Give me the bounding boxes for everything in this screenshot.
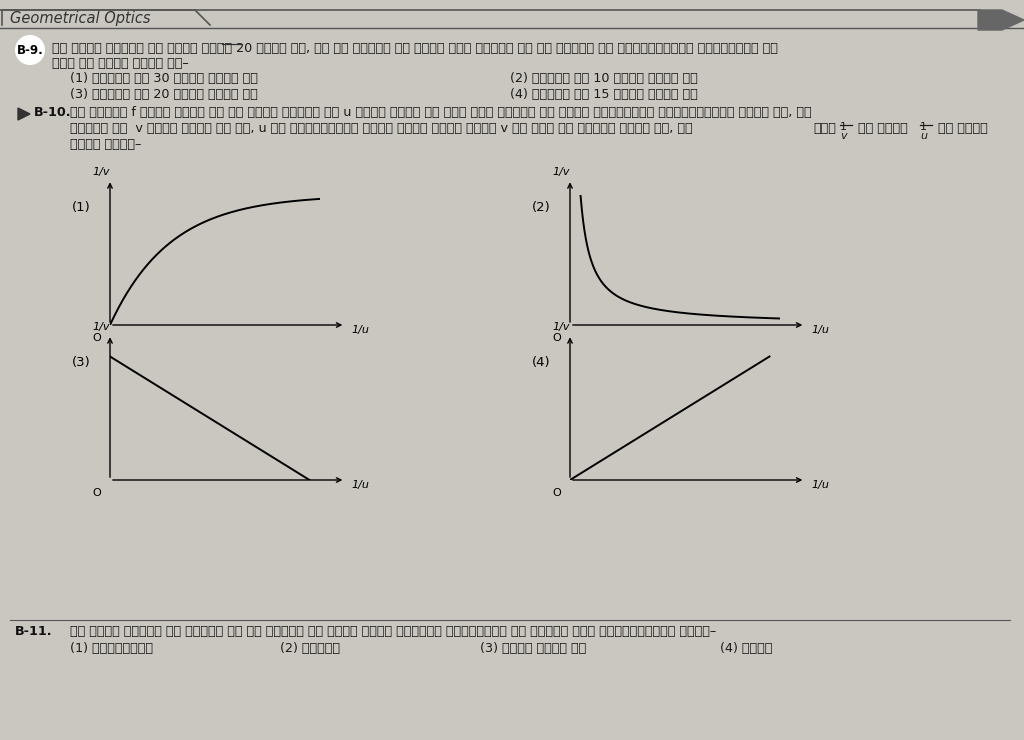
Polygon shape	[2, 10, 210, 25]
Text: 1: 1	[920, 122, 927, 132]
Text: Geometrical Optics: Geometrical Optics	[10, 10, 151, 25]
Text: v: v	[840, 131, 847, 141]
Text: B-9.: B-9.	[16, 44, 43, 56]
Text: (3) समान आकार का: (3) समान आकार का	[480, 642, 587, 655]
Text: (4): (4)	[532, 357, 551, 369]
Text: आलेख होगा–: आलेख होगा–	[70, 138, 141, 151]
Text: (3): (3)	[73, 357, 91, 369]
Text: के मध्य: के मध्य	[938, 122, 988, 135]
Text: (2) उल्टा: (2) उल्टा	[280, 642, 340, 655]
Text: O: O	[93, 488, 101, 498]
Text: 1/v: 1/v	[553, 322, 570, 332]
Text: u: u	[920, 131, 927, 141]
Text: एक अवतल दर्पण की फोकस दूरी 20 सेमी है, तो एक वस्तु को कहां रखा जायें कि इस वस्तु: एक अवतल दर्पण की फोकस दूरी 20 सेमी है, त…	[52, 42, 778, 55]
Text: के मध्य: के मध्य	[858, 122, 907, 135]
Text: 1: 1	[840, 122, 847, 132]
Text: O: O	[93, 333, 101, 343]
Text: 1/v: 1/v	[93, 322, 111, 332]
Text: एक वस्तु f फोकस दूरी के एक अवतल दर्पण से u सेमी दूरी पर रखी है। पर्दे पर इसका वा: एक वस्तु f फोकस दूरी के एक अवतल दर्पण से…	[70, 106, 812, 119]
Text: (1): (1)	[73, 201, 91, 215]
Text: O: O	[553, 488, 561, 498]
Text: 1/v: 1/v	[553, 166, 570, 177]
Text: (3) दर्पण से 20 सेमी दूरी पर: (3) दर्पण से 20 सेमी दूरी पर	[70, 88, 258, 101]
Text: (1) वास्तविक: (1) वास्तविक	[70, 642, 153, 655]
Text: (2) दर्पण से 10 सेमी दूरी पर: (2) दर्पण से 10 सेमी दूरी पर	[510, 72, 697, 85]
Text: 1/u: 1/u	[811, 480, 829, 490]
Polygon shape	[978, 10, 1024, 30]
Text: 1/u: 1/u	[811, 325, 829, 335]
Text: (1) दर्पण से 30 सेमी दूरी पर: (1) दर्पण से 30 सेमी दूरी पर	[70, 72, 258, 85]
Text: B-10.: B-10.	[34, 106, 72, 119]
Text: एक अवतल दर्पण के ध्रुव से एक वस्तू की दूरी इसकी वक्रता त्रिज्या के बराबर है। प्र: एक अवतल दर्पण के ध्रुव से एक वस्तू की दू…	[70, 625, 716, 638]
Circle shape	[16, 36, 44, 64]
Text: (4) सीधा: (4) सीधा	[720, 642, 772, 655]
Text: B-11.: B-11.	[15, 625, 52, 638]
Polygon shape	[18, 108, 30, 120]
Text: (2): (2)	[532, 201, 551, 215]
Text: 1/v: 1/v	[93, 166, 111, 177]
Text: तथा दो गुना बड़ा हो–: तथा दो गुना बड़ा हो–	[52, 57, 188, 70]
Text: दर्पण से  v सेमी दूरी पर है, u को परिवर्तित करते हुये उसके संगत v के मान को ज्ञा: दर्पण से v सेमी दूरी पर है, u को परिवर्त…	[70, 122, 692, 135]
Text: तथा: तथा	[813, 122, 836, 135]
Text: O: O	[553, 333, 561, 343]
Text: (4) दर्पण से 15 सेमी दूरी पर: (4) दर्पण से 15 सेमी दूरी पर	[510, 88, 697, 101]
Text: 1/u: 1/u	[351, 325, 370, 335]
Text: 1/u: 1/u	[351, 480, 370, 490]
